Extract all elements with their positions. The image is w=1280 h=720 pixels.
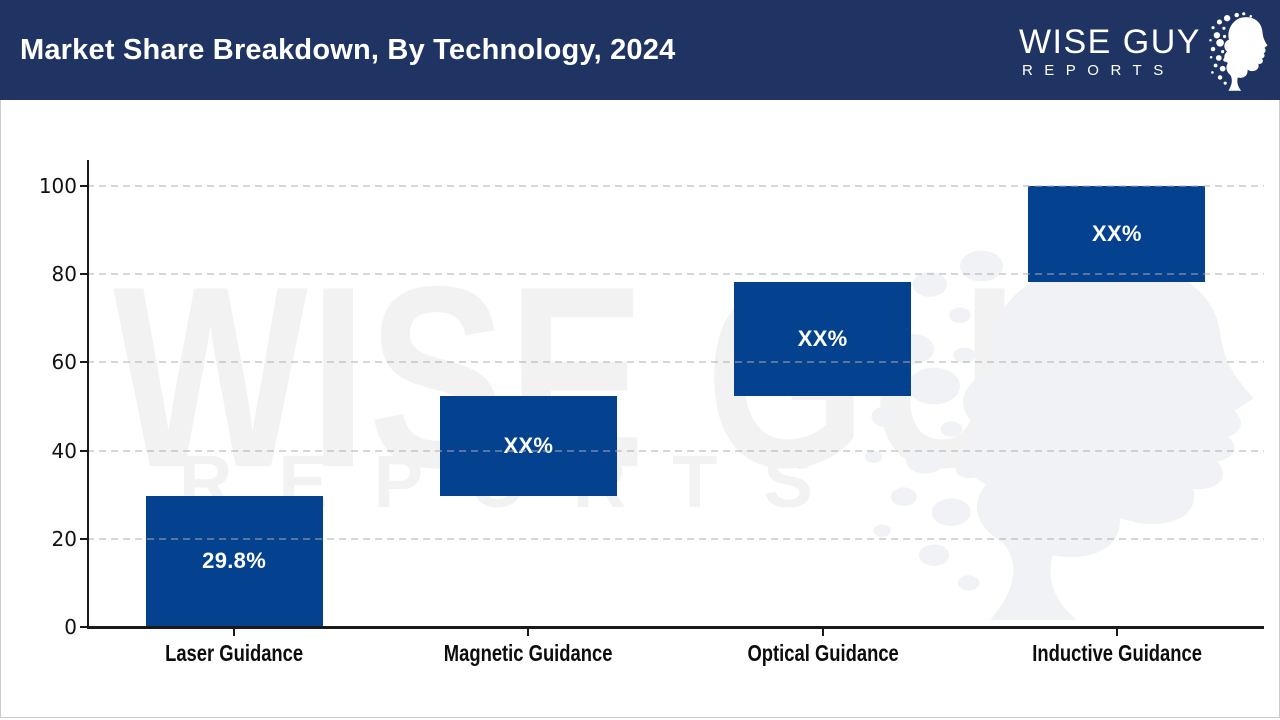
- x-axis-line: [87, 626, 1264, 629]
- y-axis-line: [87, 160, 89, 629]
- gridline-60: [87, 361, 1264, 364]
- bar-value-label: XX%: [1091, 221, 1142, 247]
- gridline-100: [87, 185, 1264, 187]
- bar-laser-guidance: 29.8%: [145, 495, 323, 627]
- chart-title: Market Share Breakdown, By Technology, 2…: [20, 33, 676, 66]
- y-tick-60: [80, 361, 88, 364]
- bar-magnetic-guidance: XX%: [439, 395, 617, 496]
- y-tick-label-20: 20: [51, 526, 77, 551]
- y-tick-0: [80, 626, 88, 628]
- x-tick-inductive-guidance: [1115, 627, 1118, 636]
- y-tick-label-60: 60: [51, 350, 77, 375]
- x-axis-label-magnetic-guidance: Magnetic Guidance: [444, 640, 613, 666]
- bar-value-label: XX%: [503, 432, 554, 458]
- chart-area: WISE GUY REPORTS 29.8%Laser GuidanceXX%M…: [0, 100, 1280, 718]
- logo-wordmark: WISE GUY: [1018, 22, 1201, 61]
- y-tick-label-40: 40: [51, 438, 77, 463]
- x-axis-label-inductive-guidance: Inductive Guidance: [1032, 640, 1202, 666]
- wise-guy-reports-logo: WISE GUY REPORTS: [1019, 10, 1270, 92]
- bar-value-label: XX%: [797, 326, 848, 351]
- header: Market Share Breakdown, By Technology, 2…: [0, 0, 1280, 100]
- x-axis-label-optical-guidance: Optical Guidance: [746, 640, 899, 666]
- bar-optical-guidance: XX%: [734, 282, 912, 396]
- y-tick-80: [80, 273, 88, 276]
- gridline-40: [87, 449, 1264, 452]
- gridline-80: [87, 273, 1264, 276]
- gridline-20: [87, 537, 1264, 540]
- y-tick-100: [80, 185, 88, 187]
- logo-subtext: REPORTS: [1021, 61, 1175, 79]
- y-tick-40: [80, 449, 88, 452]
- y-tick-label-80: 80: [51, 262, 77, 287]
- x-tick-magnetic-guidance: [527, 627, 530, 636]
- waterfall-plot: 29.8% Laser Guidance XX% Magnetic Guidance X…: [1, 100, 1279, 717]
- x-axis-label-laser-guidance: Laser Guidance: [165, 640, 304, 666]
- y-tick-label-100: 100: [38, 174, 77, 198]
- bar-value-label: 29.8%: [202, 548, 267, 574]
- wise-guy-head-icon: [1206, 10, 1270, 92]
- y-tick-label-0: 0: [64, 615, 77, 639]
- bar-inductive-guidance: XX%: [1028, 186, 1206, 283]
- x-tick-optical-guidance: [821, 627, 824, 636]
- logo-text: WISE GUY REPORTS: [1019, 25, 1201, 78]
- y-tick-20: [80, 537, 88, 540]
- x-tick-laser-guidance: [233, 627, 236, 636]
